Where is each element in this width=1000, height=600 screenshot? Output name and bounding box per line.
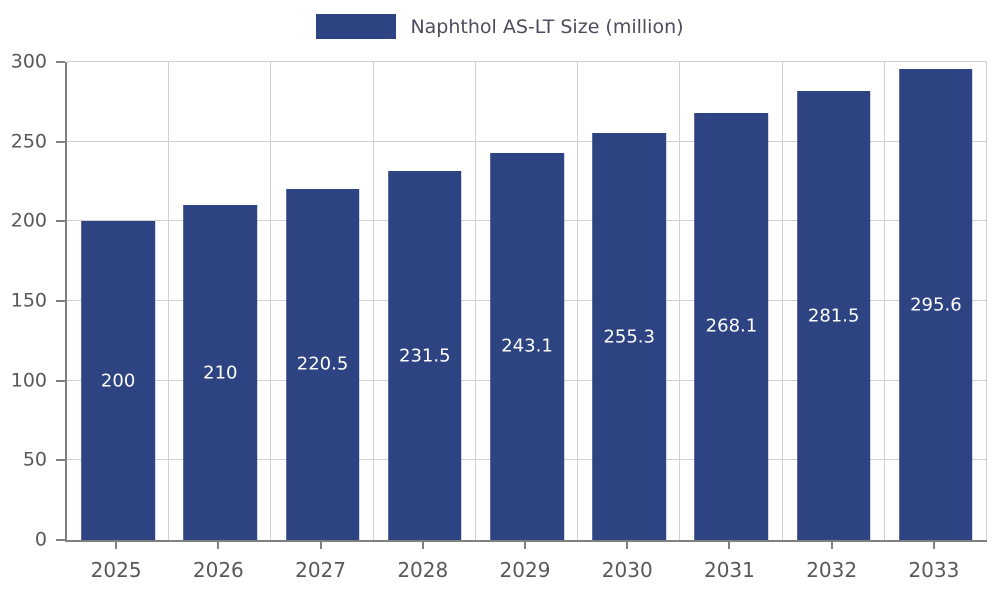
y-tick-label: 300: [10, 50, 47, 73]
y-tick: [56, 539, 65, 541]
gridline-v: [781, 62, 783, 540]
bar: 243.1: [490, 152, 564, 540]
y-tick-label: 250: [10, 130, 47, 153]
gridline-v: [270, 62, 272, 540]
x-tick-label: 2028: [397, 558, 449, 582]
x-tick-label: 2030: [601, 558, 653, 582]
y-tick-label: 0: [34, 528, 47, 551]
legend-swatch: [316, 14, 397, 39]
gridline-v: [986, 62, 987, 540]
y-tick-label: 50: [22, 448, 47, 471]
y-axis: 0 50 100 150 200 250 300: [0, 52, 65, 549]
y-tick: [56, 61, 65, 63]
chart-legend: Naphthol AS-LT Size (million): [0, 14, 1000, 39]
bar-value-label: 200: [100, 370, 136, 392]
bar-value-label: 268.1: [705, 315, 758, 337]
bar: 268.1: [694, 112, 769, 540]
y-tick-label: 200: [10, 209, 47, 232]
x-tick-label: 2029: [499, 558, 551, 582]
x-axis: 2025 2026 2027 2028 2029 2030 2031 2032 2033: [65, 542, 985, 592]
gridline-v: [474, 62, 476, 540]
bar: 220.5: [285, 188, 360, 540]
y-tick: [56, 220, 65, 223]
x-tick: [728, 542, 731, 549]
bar: 200: [81, 221, 155, 540]
x-tick: [421, 542, 424, 549]
bar: 210: [183, 205, 258, 540]
x-tick-label: 2031: [703, 558, 755, 582]
y-tick: [56, 379, 65, 382]
bar: 281.5: [796, 91, 871, 540]
gridline-h: [67, 140, 987, 142]
y-tick: [56, 300, 65, 302]
x-tick: [524, 542, 526, 549]
x-tick-label: 2033: [908, 558, 960, 582]
legend-label: Naphthol AS-LT Size (million): [410, 15, 684, 38]
bar-value-label: 243.1: [501, 335, 553, 357]
x-tick-label: 2032: [806, 558, 858, 582]
bar-value-label: 255.3: [603, 326, 655, 348]
plot-area: 200 210 220.5 231.5 243.1 255.3 268.1 281.5 295.…: [65, 61, 987, 542]
x-tick-label: 2025: [90, 558, 142, 582]
x-tick: [932, 542, 935, 549]
bar-value-label: 281.5: [807, 305, 860, 327]
y-tick: [56, 140, 65, 143]
x-tick: [319, 542, 322, 549]
y-tick: [56, 459, 65, 462]
x-tick: [626, 542, 629, 549]
bar-value-label: 220.5: [296, 353, 349, 375]
y-tick-label: 150: [10, 289, 47, 312]
bar-value-label: 210: [203, 362, 238, 384]
bar: 295.6: [899, 69, 973, 540]
x-tick: [830, 542, 833, 549]
gridline-h: [67, 61, 987, 62]
bar-value-label: 295.6: [910, 294, 962, 315]
y-tick-label: 100: [10, 369, 47, 392]
x-tick: [217, 542, 220, 549]
bars: 200 210 220.5 231.5 243.1 255.3 268.1 281.5 295.…: [67, 62, 987, 540]
gridline-v: [168, 62, 170, 540]
gridline-v: [883, 62, 885, 540]
x-tick: [115, 542, 118, 549]
gridline-v: [679, 62, 681, 540]
gridline-v: [577, 62, 579, 540]
x-tick-label: 2026: [192, 558, 244, 582]
x-tick-label: 2027: [295, 558, 346, 582]
gridline-v: [372, 62, 374, 540]
bar-value-label: 231.5: [399, 345, 451, 367]
bar: 231.5: [387, 171, 462, 540]
bar: 255.3: [592, 133, 667, 540]
